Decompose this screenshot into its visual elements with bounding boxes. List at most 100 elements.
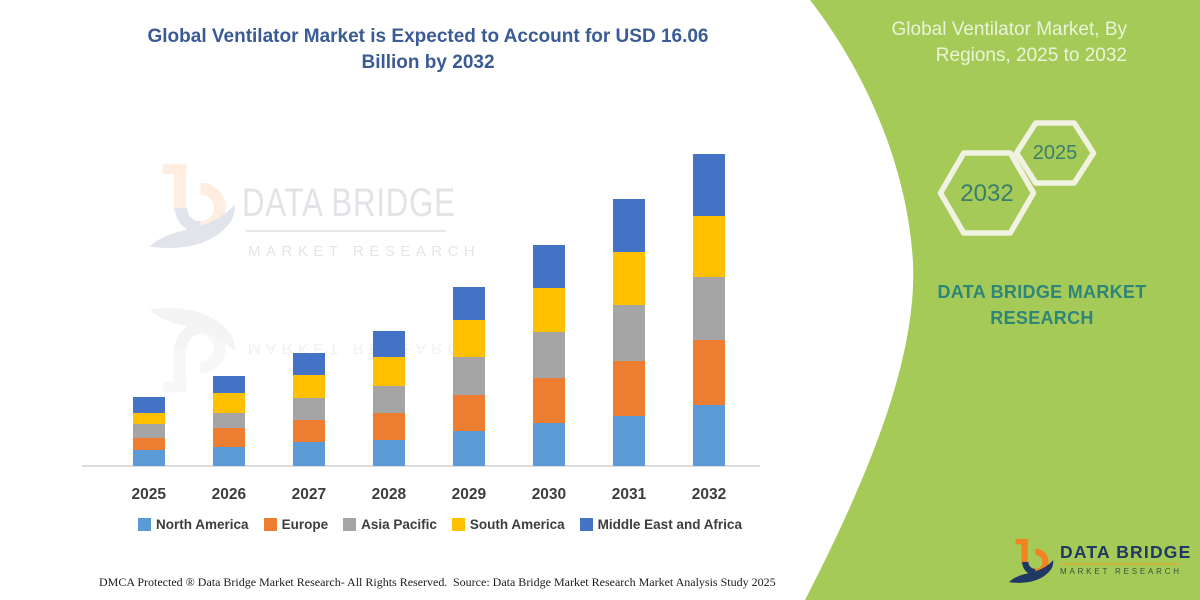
hexagon-2025-outline bbox=[1013, 120, 1097, 186]
bar-segment-2029-south-america bbox=[452, 320, 485, 358]
bar-segment-2025-south-america bbox=[132, 413, 165, 425]
bar-segment-2027-asia-pacific bbox=[292, 398, 325, 420]
legend-item-asia-pacific: Asia Pacific bbox=[343, 517, 437, 532]
bar-segment-2026-middle-east-and-africa bbox=[212, 375, 245, 394]
bar-segment-2029-asia-pacific bbox=[452, 357, 485, 395]
hexagon-2025-label: 2025 bbox=[1032, 142, 1078, 164]
legend-item-north-america: North America bbox=[138, 517, 249, 532]
bar-segment-2026-asia-pacific bbox=[212, 413, 245, 428]
hexagon-2032-outline bbox=[937, 150, 1037, 236]
footer-source-text: Source: Data Bridge Market Research Mark… bbox=[453, 575, 776, 589]
legend-label: South America bbox=[469, 517, 565, 532]
bar-segment-2032-europe bbox=[693, 340, 725, 406]
legend-label: Middle East and Africa bbox=[597, 517, 742, 532]
legend-label: Europe bbox=[281, 517, 329, 532]
side-panel-brand-line1: DATA BRIDGE MARKET bbox=[937, 282, 1147, 302]
bar-segment-2031-south-america bbox=[612, 251, 645, 306]
hexagon-2032-label: 2032 bbox=[960, 180, 1014, 207]
chart-legend: North America Europe Asia Pacific South Ame… bbox=[60, 517, 820, 532]
bar-segment-2030-south-america bbox=[532, 287, 565, 332]
bar-segment-2029-europe bbox=[452, 394, 485, 431]
bar-segment-2031-middle-east-and-africa bbox=[612, 198, 645, 252]
bar-2026 bbox=[212, 375, 245, 466]
bar-segment-2030-north-america bbox=[532, 423, 565, 466]
bar-segment-2025-europe bbox=[132, 437, 165, 451]
bar-segment-2032-south-america bbox=[693, 215, 725, 278]
bar-2028 bbox=[372, 330, 405, 466]
bar-segment-2032-asia-pacific bbox=[693, 277, 725, 341]
watermark-underline bbox=[246, 230, 446, 232]
bar-segment-2028-middle-east-and-africa bbox=[372, 330, 405, 358]
side-panel-brand-text: DATA BRIDGE MARKET RESEARCH bbox=[926, 279, 1158, 331]
bar-segment-2025-asia-pacific bbox=[132, 424, 165, 438]
bar-segment-2032-north-america bbox=[693, 405, 725, 466]
bar-segment-2031-north-america bbox=[612, 415, 645, 466]
bar-segment-2030-asia-pacific bbox=[532, 331, 565, 379]
bar-segment-2027-middle-east-and-africa bbox=[292, 353, 325, 375]
legend-label: North America bbox=[156, 517, 249, 532]
bar-segment-2031-europe bbox=[612, 360, 645, 416]
bar-2029 bbox=[452, 287, 485, 466]
x-axis-label-2026: 2026 bbox=[211, 486, 247, 503]
watermark-brand-text: DATA BRIDGE bbox=[242, 181, 456, 225]
bar-segment-2029-middle-east-and-africa bbox=[452, 287, 485, 321]
data-bridge-logo-icon bbox=[1008, 538, 1054, 583]
watermark-subtitle-reflection: MARKET RESEARCH bbox=[248, 340, 481, 357]
bar-segment-2030-middle-east-and-africa bbox=[532, 244, 565, 288]
side-panel-brand-line2: RESEARCH bbox=[990, 308, 1094, 328]
watermark-logo-reflection-icon bbox=[149, 307, 235, 393]
x-axis-line bbox=[82, 465, 760, 467]
chart-title: Global Ventilator Market is Expected to … bbox=[108, 24, 748, 76]
bar-segment-2025-middle-east-and-africa bbox=[132, 397, 165, 414]
bar-segment-2030-europe bbox=[532, 378, 565, 424]
bar-segment-2031-asia-pacific bbox=[612, 305, 645, 361]
bar-segment-2025-north-america bbox=[132, 450, 165, 466]
bar-segment-2026-south-america bbox=[212, 393, 245, 414]
legend-swatch-icon bbox=[263, 518, 277, 531]
legend-swatch-icon bbox=[451, 518, 465, 531]
x-axis-label-2025: 2025 bbox=[131, 486, 167, 503]
bar-segment-2027-south-america bbox=[292, 374, 325, 399]
bar-segment-2032-middle-east-and-africa bbox=[693, 154, 725, 216]
bar-segment-2027-europe bbox=[292, 419, 325, 443]
x-axis-label-2032: 2032 bbox=[691, 486, 727, 503]
x-axis-label-2028: 2028 bbox=[371, 486, 407, 503]
legend-swatch-icon bbox=[138, 518, 152, 531]
bar-segment-2026-north-america bbox=[212, 446, 245, 466]
x-axis-label-2031: 2031 bbox=[611, 486, 647, 503]
chart-title-line1: Global Ventilator Market is Expected to … bbox=[147, 26, 709, 47]
bar-segment-2026-europe bbox=[212, 427, 245, 447]
x-axis-label-2027: 2027 bbox=[291, 486, 327, 503]
legend-item-south-america: South America bbox=[451, 517, 565, 532]
side-panel-title-line2: Regions, 2025 to 2032 bbox=[935, 45, 1127, 66]
legend-swatch-icon bbox=[579, 518, 593, 531]
chart-title-line2: Billion by 2032 bbox=[361, 52, 495, 73]
watermark-subtitle-text: MARKET RESEARCH bbox=[248, 243, 481, 260]
bar-segment-2028-south-america bbox=[372, 357, 405, 386]
bar-2032 bbox=[693, 154, 725, 466]
footer-dmca-text: DMCA Protected ® Data Bridge Market Rese… bbox=[99, 575, 448, 589]
logo-subtitle-text: MARKET RESEARCH bbox=[1060, 567, 1182, 576]
watermark-logo-icon bbox=[149, 163, 235, 249]
logo-underline bbox=[1060, 563, 1179, 565]
legend-swatch-icon bbox=[343, 518, 357, 531]
bar-2031 bbox=[612, 198, 645, 466]
x-axis-label-2029: 2029 bbox=[451, 486, 487, 503]
legend-item-middle-east-and-africa: Middle East and Africa bbox=[579, 517, 742, 532]
bar-segment-2028-asia-pacific bbox=[372, 385, 405, 414]
green-wave-shape bbox=[805, 0, 1200, 600]
bar-2025 bbox=[132, 397, 165, 466]
bar-segment-2027-north-america bbox=[292, 442, 325, 466]
bar-2027 bbox=[292, 353, 325, 466]
logo-brand-text: DATA BRIDGE bbox=[1060, 542, 1192, 562]
bar-2030 bbox=[532, 244, 565, 466]
bar-segment-2028-north-america bbox=[372, 439, 405, 466]
x-axis-label-2030: 2030 bbox=[531, 486, 567, 503]
bar-segment-2028-europe bbox=[372, 413, 405, 440]
side-panel-title: Global Ventilator Market, By Regions, 20… bbox=[787, 17, 1128, 69]
legend-item-europe: Europe bbox=[263, 517, 329, 532]
side-panel-title-line1: Global Ventilator Market, By bbox=[891, 19, 1128, 40]
legend-label: Asia Pacific bbox=[361, 517, 437, 532]
